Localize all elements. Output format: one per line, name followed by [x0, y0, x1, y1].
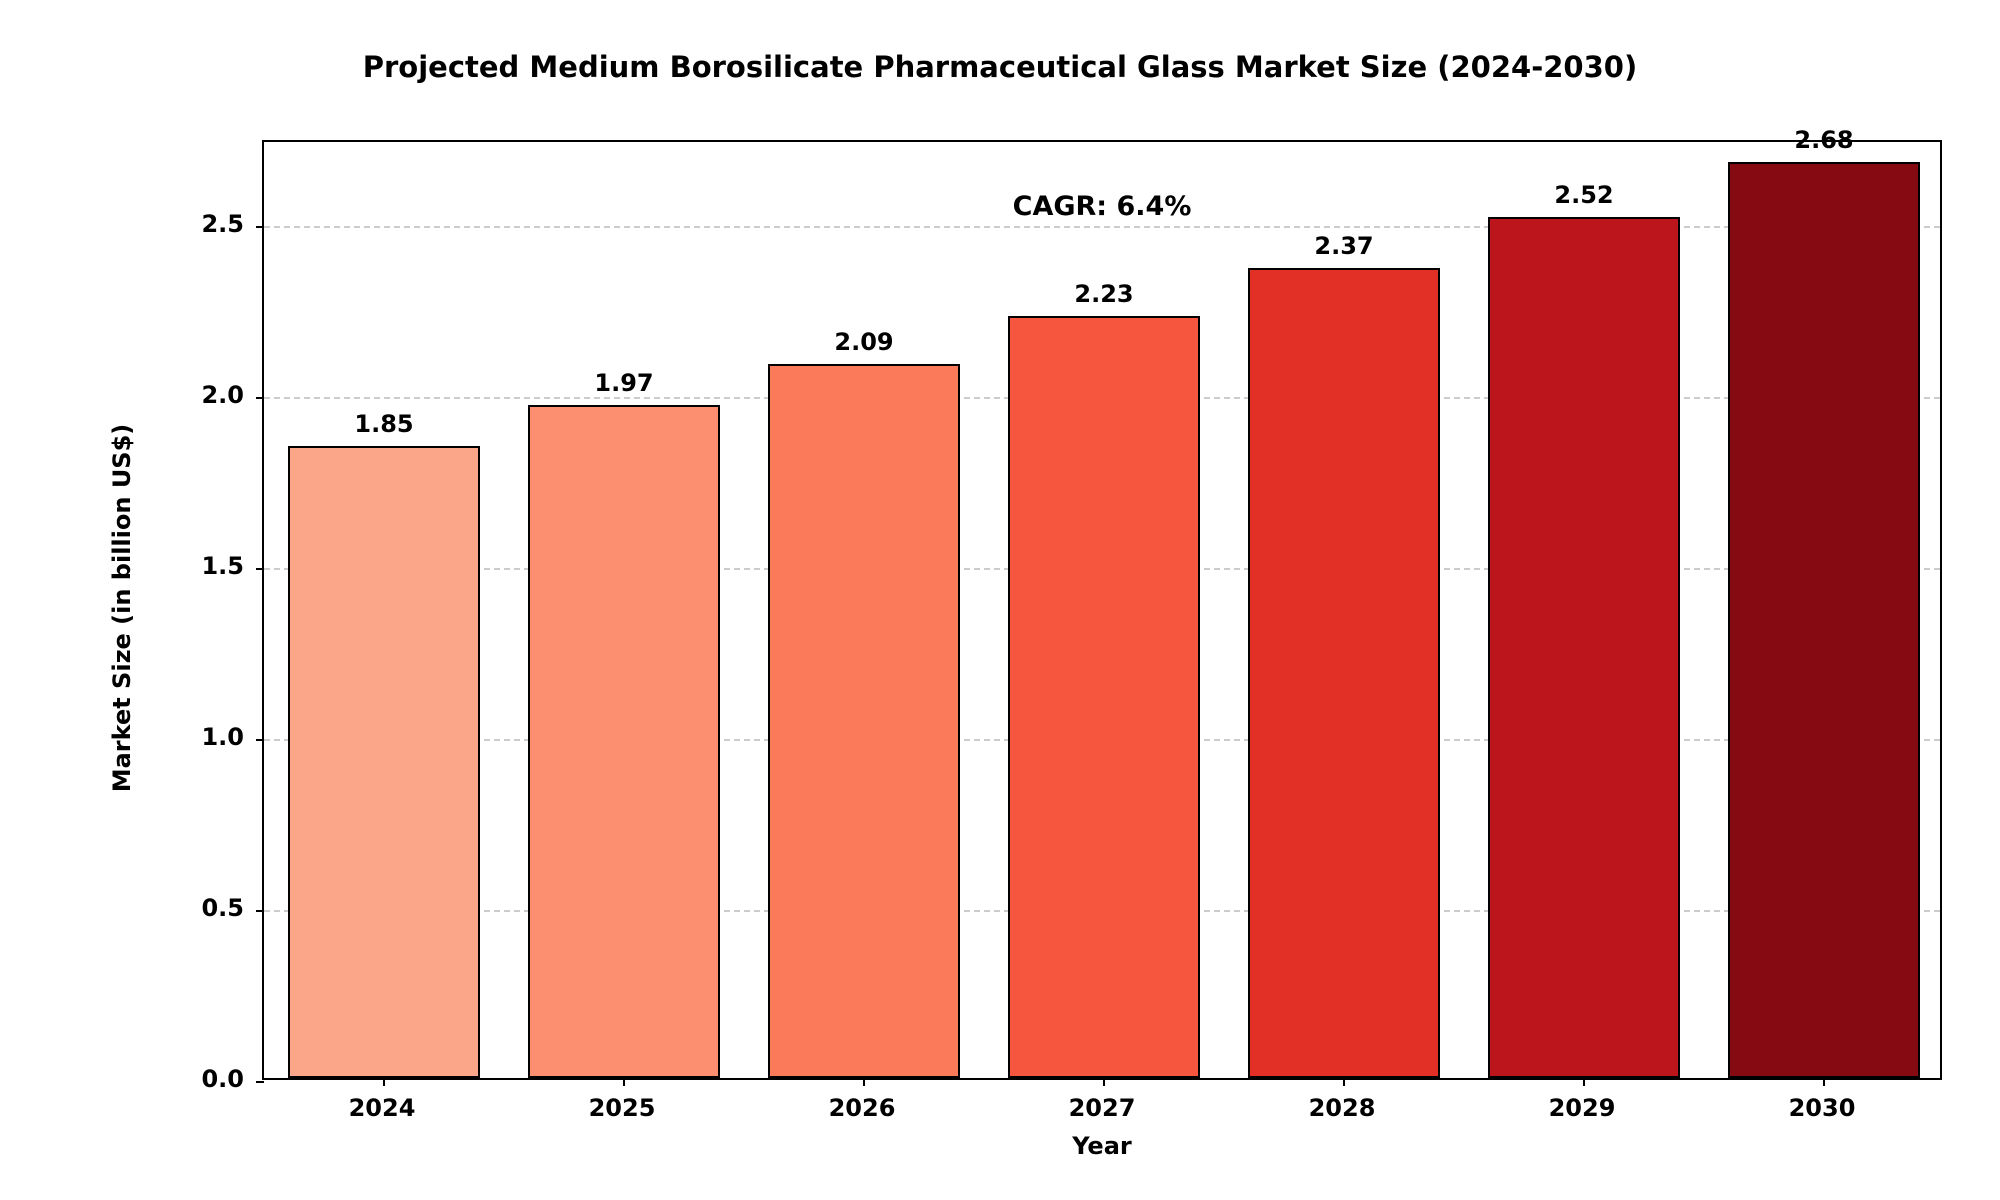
x-axis-label: Year — [262, 1132, 1942, 1160]
xtick-label: 2027 — [1042, 1094, 1162, 1122]
xtick-label: 2026 — [802, 1094, 922, 1122]
gridline — [264, 226, 1940, 228]
ytick-label: 2.5 — [92, 210, 244, 238]
xtick-label: 2030 — [1762, 1094, 1882, 1122]
bar — [1248, 268, 1440, 1078]
xtick-label: 2025 — [562, 1094, 682, 1122]
xtick-label: 2029 — [1522, 1094, 1642, 1122]
ytick-mark — [256, 397, 264, 399]
market-size-chart: Projected Medium Borosilicate Pharmaceut… — [92, 40, 1908, 1160]
ytick-mark — [256, 226, 264, 228]
xtick-mark — [623, 1078, 625, 1086]
bar-value-label: 2.23 — [1044, 280, 1164, 308]
ytick-mark — [256, 568, 264, 570]
bar-value-label: 2.37 — [1284, 232, 1404, 260]
bar-value-label: 1.85 — [324, 410, 444, 438]
ytick-mark — [256, 1081, 264, 1083]
ytick-mark — [256, 910, 264, 912]
ytick-mark — [256, 739, 264, 741]
bar — [768, 364, 960, 1078]
ytick-label: 0.0 — [92, 1065, 244, 1093]
bar — [1488, 217, 1680, 1078]
bar — [1728, 162, 1920, 1078]
bar-value-label: 1.97 — [564, 369, 684, 397]
xtick-label: 2028 — [1282, 1094, 1402, 1122]
xtick-mark — [863, 1078, 865, 1086]
bar-value-label: 2.52 — [1524, 181, 1644, 209]
xtick-label: 2024 — [322, 1094, 442, 1122]
xtick-mark — [1583, 1078, 1585, 1086]
y-axis-label: Market Size (in billion US$) — [108, 258, 136, 958]
cagr-annotation: CAGR: 6.4% — [952, 191, 1252, 222]
xtick-mark — [1103, 1078, 1105, 1086]
bar — [528, 405, 720, 1078]
xtick-mark — [1343, 1078, 1345, 1086]
plot-area: 1.851.972.092.232.372.522.68 — [262, 140, 1942, 1080]
bar — [288, 446, 480, 1078]
bar-value-label: 2.09 — [804, 328, 924, 356]
bar — [1008, 316, 1200, 1078]
chart-title: Projected Medium Borosilicate Pharmaceut… — [92, 50, 1908, 84]
xtick-mark — [1823, 1078, 1825, 1086]
xtick-mark — [383, 1078, 385, 1086]
bar-value-label: 2.68 — [1764, 126, 1884, 154]
